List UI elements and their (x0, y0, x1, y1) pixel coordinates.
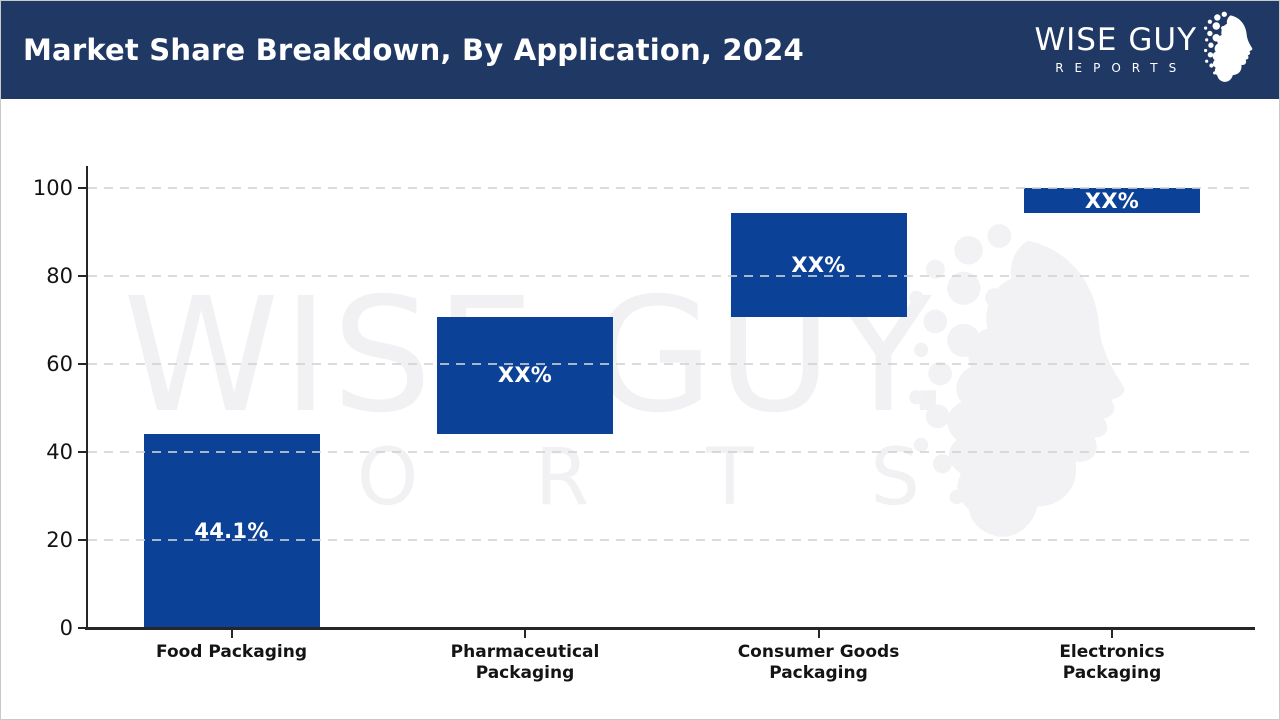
bar-segment: XX% (730, 213, 907, 317)
y-axis-tick (78, 539, 87, 541)
logo-wise-guy-text: WISE GUY (1034, 22, 1197, 58)
bar-segment: XX% (1024, 188, 1200, 214)
y-axis-tick (78, 451, 87, 453)
x-axis-tick (230, 630, 233, 638)
y-gridline (88, 363, 1254, 365)
logo-head-profile-icon (1201, 10, 1255, 90)
bar-value-label: XX% (791, 252, 846, 277)
y-axis-tick (78, 363, 87, 365)
y-axis-tick-label: 60 (46, 352, 73, 376)
chart-title: Market Share Breakdown, By Application, … (23, 33, 804, 67)
bar-value-label: 44.1% (194, 518, 269, 543)
x-axis-category-label: Consumer Goods Packaging (737, 642, 900, 684)
y-axis-tick-label: 80 (46, 264, 73, 288)
x-axis-category-label: Electronics Packaging (1059, 642, 1165, 684)
bar-segment: XX% (437, 316, 613, 434)
bar-value-label: XX% (1084, 188, 1140, 213)
x-axis-tick (1111, 630, 1113, 638)
y-axis-tick (78, 275, 87, 277)
x-axis-tick (524, 630, 526, 638)
y-axis-tick-label: 0 (59, 616, 73, 640)
x-axis-line (85, 627, 1255, 630)
y-gridline (88, 539, 1254, 541)
logo-reports-text: REPORTS (1055, 61, 1188, 75)
x-axis-category-label: Pharmaceutical Packaging (450, 642, 600, 684)
y-axis-tick-label: 40 (46, 440, 73, 464)
y-axis-tick-label: 20 (46, 528, 73, 552)
x-axis-tick (817, 630, 820, 638)
y-gridline (88, 275, 1254, 277)
y-gridline (88, 187, 1254, 189)
header-bar: Market Share Breakdown, By Application, … (1, 1, 1279, 99)
bar-segment: 44.1% (143, 433, 320, 628)
bar-value-label: XX% (497, 363, 553, 388)
logo-text: WISE GUY REPORTS (1034, 22, 1197, 76)
y-axis-tick-label: 100 (32, 176, 73, 200)
x-axis-category-label: Food Packaging (156, 642, 307, 662)
wise-guy-reports-logo: WISE GUY REPORTS (1034, 10, 1255, 90)
y-axis-tick (78, 187, 87, 189)
y-axis-tick (78, 627, 87, 629)
y-gridline (88, 451, 1254, 453)
y-axis-line (86, 166, 88, 630)
